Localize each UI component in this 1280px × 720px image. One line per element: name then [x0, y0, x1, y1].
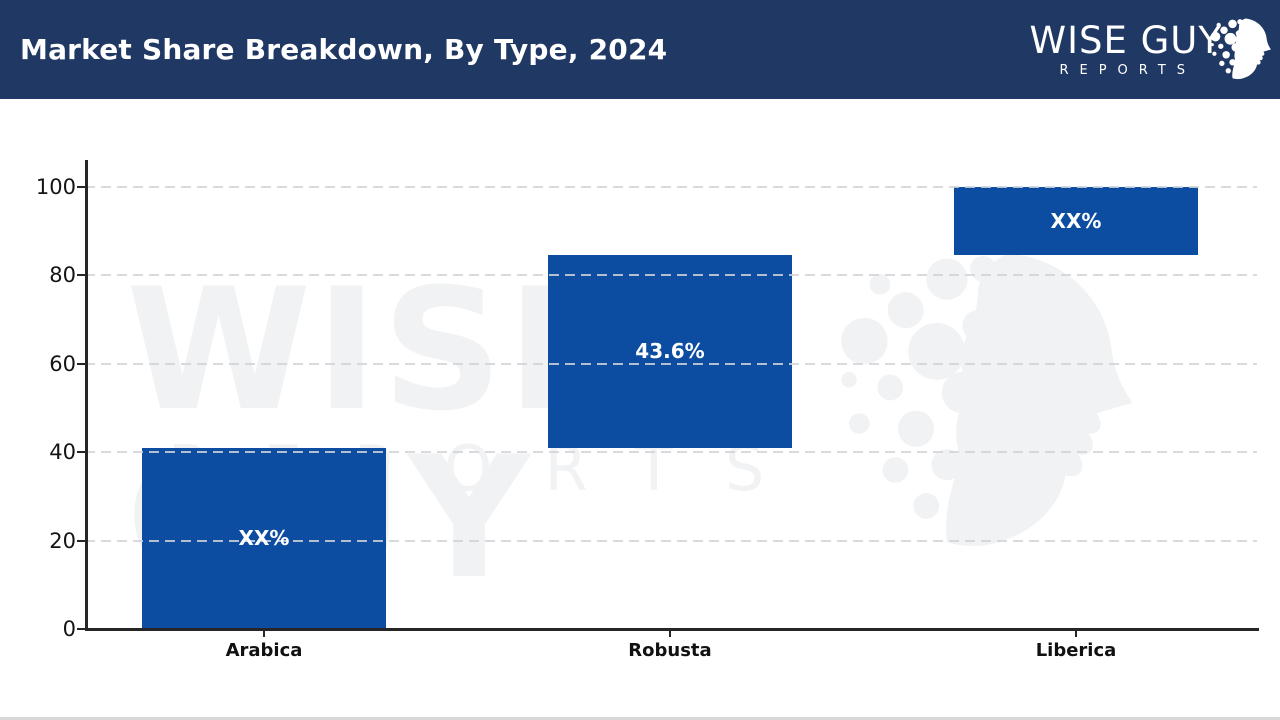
chart-bar-arabica — [142, 447, 386, 629]
gridline-80 — [85, 274, 1257, 277]
y-tick-label-0: 0 — [62, 617, 76, 641]
y-tick-label-60: 60 — [49, 351, 76, 376]
y-axis-spine — [85, 160, 88, 631]
x-tick-mark — [669, 630, 671, 637]
gridline-40 — [85, 451, 1257, 454]
page-title: Market Share Breakdown, By Type, 2024 — [20, 33, 668, 66]
logo-subtitle: REPORTS — [1059, 62, 1197, 78]
chart-bar-robusta — [548, 254, 792, 448]
x-tick-mark — [1075, 630, 1077, 637]
bar-value-label: XX% — [238, 526, 290, 551]
bar-value-label: XX% — [1050, 208, 1102, 233]
y-tick-mark — [77, 628, 85, 630]
header-bar: Market Share Breakdown, By Type, 2024 WI… — [0, 0, 1280, 99]
y-tick-mark — [77, 539, 85, 542]
y-tick-label-100: 100 — [35, 174, 76, 199]
y-tick-mark — [77, 185, 85, 188]
y-tick-label-40: 40 — [49, 440, 76, 465]
y-tick-label-20: 20 — [49, 528, 76, 553]
y-tick-label-80: 80 — [49, 263, 76, 288]
chart-bar-liberica — [954, 186, 1198, 255]
y-tick-mark — [77, 451, 85, 454]
wise-guy-logo: WISE GUY REPORTS — [1030, 10, 1272, 90]
x-category-label-robusta: Robusta — [628, 640, 712, 661]
x-axis-spine — [85, 628, 1259, 631]
gridline-100 — [85, 185, 1257, 188]
gridline-20 — [85, 539, 1257, 542]
x-tick-mark — [263, 630, 265, 637]
x-category-label-liberica: Liberica — [1035, 640, 1117, 661]
gridline-60 — [85, 362, 1257, 365]
bar-value-label: 43.6% — [635, 339, 705, 364]
y-tick-mark — [77, 362, 85, 365]
logo-text: WISE GUY REPORTS — [1030, 22, 1222, 78]
x-category-label-arabica: Arabica — [225, 640, 303, 661]
logo-wordmark: WISE GUY — [1029, 18, 1222, 62]
y-tick-mark — [77, 274, 85, 277]
